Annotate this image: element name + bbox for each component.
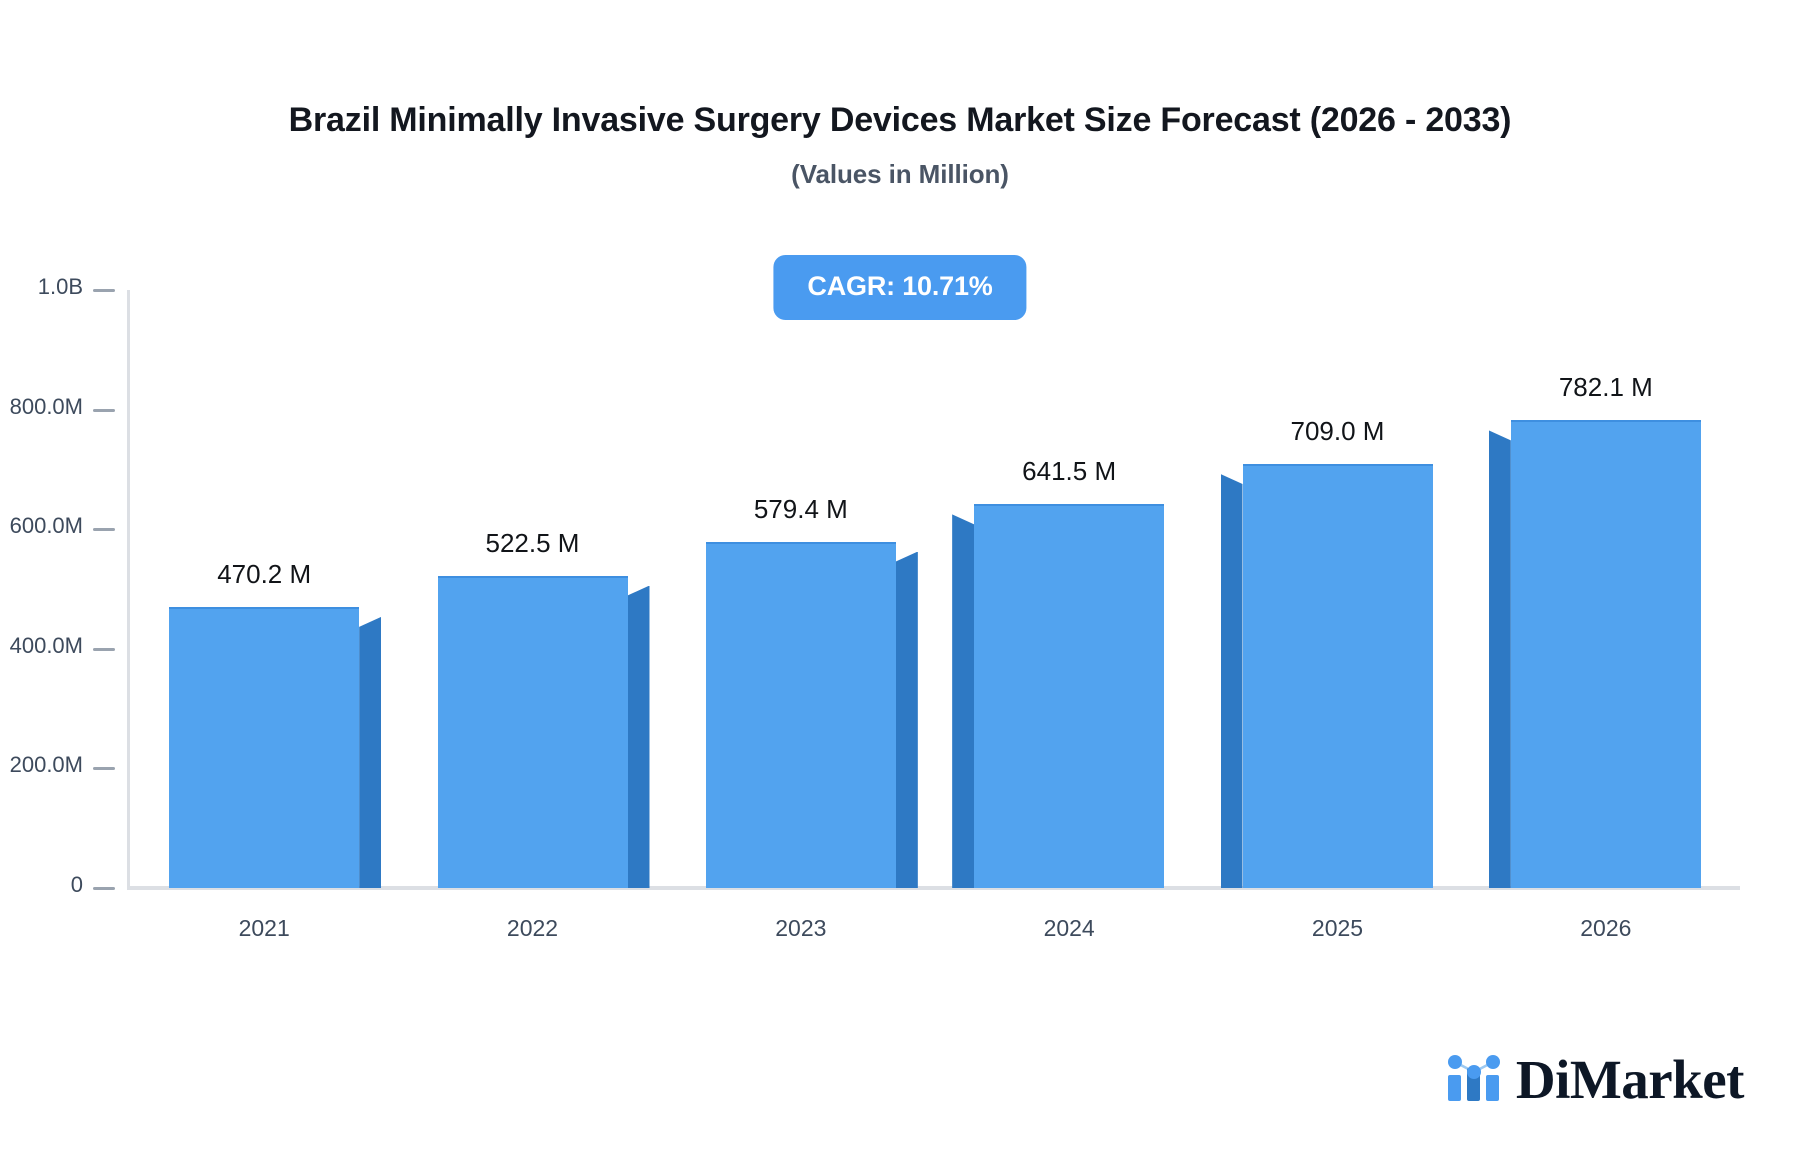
title-block: Brazil Minimally Invasive Surgery Device… <box>0 100 1800 190</box>
bar-chart-icon <box>1446 1051 1502 1108</box>
bar-value-label: 470.2 M <box>217 558 312 589</box>
y-axis-tick-label: 600.0M <box>9 513 83 539</box>
bar-value-label: 641.5 M <box>1022 456 1117 487</box>
bar-3d-side <box>1488 430 1511 888</box>
bar-value-label: 579.4 M <box>753 493 848 524</box>
bar-3d-side <box>627 585 650 888</box>
x-axis-tick-label: 2026 <box>1580 915 1632 941</box>
x-axis-tick-label: 2024 <box>1043 915 1095 941</box>
bar-3d-side <box>895 551 918 888</box>
page-title: Brazil Minimally Invasive Surgery Device… <box>288 101 1512 139</box>
bar-value-label: 522.5 M <box>485 527 580 558</box>
bar-3d-side <box>359 616 382 888</box>
y-axis-tick-mark <box>93 647 115 651</box>
bar-value-label: 709.0 M <box>1290 416 1385 447</box>
cagr-badge: CAGR: 10.71% <box>773 255 1027 320</box>
bar[interactable] <box>437 575 628 888</box>
bar-3d-side <box>952 514 975 888</box>
y-axis-tick-mark <box>93 289 115 292</box>
x-axis-tick-label: 2022 <box>506 915 559 941</box>
chart-subtitle: (Values in Million) <box>791 158 1009 189</box>
y-axis-tick-mark <box>93 408 115 412</box>
x-axis-tick-label: 2025 <box>1311 915 1364 941</box>
y-axis-tick-label: 800.0M <box>9 393 83 419</box>
y-axis-tick-mark <box>93 528 115 532</box>
x-axis-tick-label: 2021 <box>238 915 290 941</box>
y-axis-tick-mark <box>93 767 115 771</box>
y-axis-tick-label: 0 <box>70 872 83 897</box>
bar-series: 470.2 M 2021 522.5 M 2022 579.4 M 2023 641.5 M… <box>130 0 1740 1156</box>
bar[interactable] <box>705 541 896 888</box>
brand-logo: DiMarket <box>1446 1049 1745 1110</box>
logo-text: DiMarket <box>1515 1049 1745 1110</box>
bar[interactable] <box>1510 420 1701 888</box>
bar-value-label: 782.1 M <box>1558 372 1653 403</box>
bar-3d-side <box>1220 474 1243 888</box>
bar[interactable] <box>1242 464 1433 888</box>
y-axis-tick-label: 200.0M <box>9 752 83 778</box>
y-axis-line <box>127 290 130 888</box>
bar[interactable] <box>974 504 1165 888</box>
y-axis-tick-mark <box>93 887 115 890</box>
x-axis-line <box>127 886 1740 890</box>
x-axis-tick-label: 2023 <box>775 915 827 941</box>
bar[interactable] <box>169 606 360 888</box>
y-axis-tick-label: 1.0B <box>37 274 83 299</box>
y-axis-tick-label: 400.0M <box>9 632 83 658</box>
